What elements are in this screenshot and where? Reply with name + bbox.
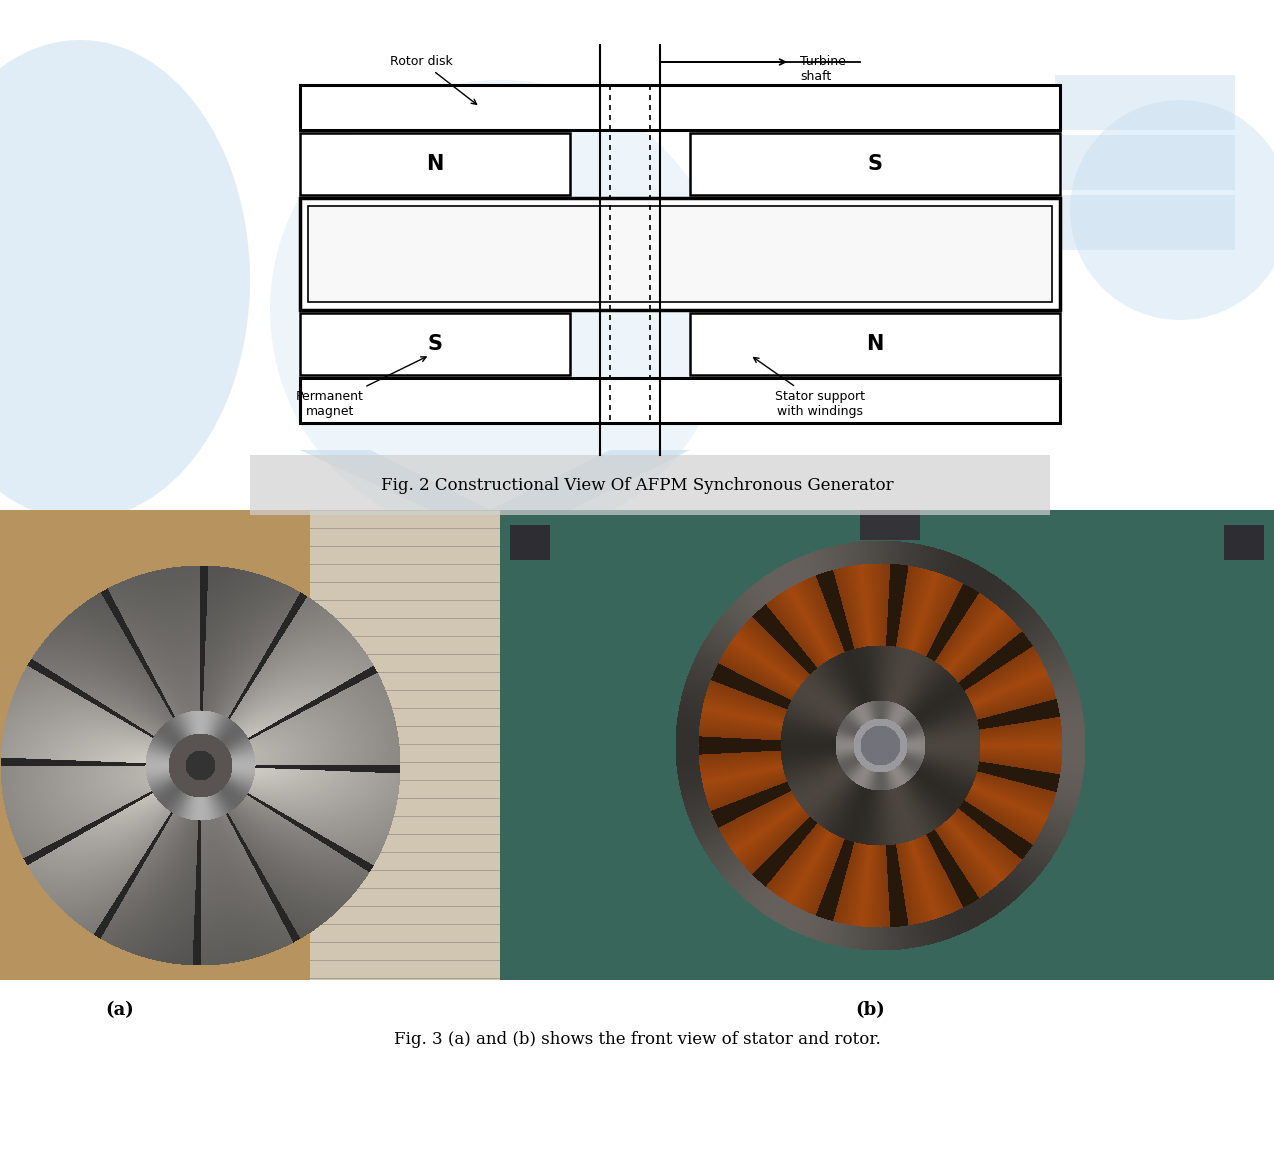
Text: Stator support
with windings: Stator support with windings: [753, 357, 865, 418]
Text: S: S: [428, 334, 442, 354]
Polygon shape: [490, 450, 691, 510]
Bar: [250, 455, 1050, 515]
Text: N: N: [866, 334, 884, 354]
Polygon shape: [299, 450, 490, 510]
Text: Fig. 3 (a) and (b) shows the front view of stator and rotor.: Fig. 3 (a) and (b) shows the front view …: [394, 1031, 880, 1048]
Text: Permanent
magnet: Permanent magnet: [296, 357, 426, 418]
Ellipse shape: [1070, 100, 1274, 320]
Bar: [299, 132, 569, 195]
Text: S: S: [868, 154, 883, 174]
Bar: [299, 378, 1060, 423]
Bar: [299, 313, 569, 376]
Bar: [308, 206, 1052, 302]
Ellipse shape: [0, 40, 250, 520]
Bar: [691, 132, 1060, 195]
Bar: [299, 85, 1060, 130]
Bar: [299, 198, 1060, 310]
Text: Fig. 2 Constructional View Of AFPM Synchronous Generator: Fig. 2 Constructional View Of AFPM Synch…: [381, 477, 893, 493]
Text: (a): (a): [106, 1001, 134, 1020]
Bar: [1055, 195, 1235, 250]
Text: Turbine
shaft: Turbine shaft: [800, 55, 846, 83]
Bar: [691, 313, 1060, 376]
Bar: [1055, 135, 1235, 190]
Ellipse shape: [270, 79, 730, 540]
Text: Rotor disk: Rotor disk: [390, 55, 476, 105]
Bar: [1055, 75, 1235, 130]
Text: (b): (b): [855, 1001, 885, 1020]
Text: N: N: [427, 154, 443, 174]
